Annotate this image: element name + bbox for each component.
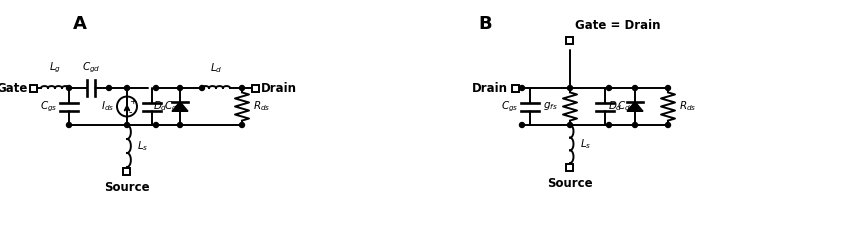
Bar bbox=[123, 168, 131, 175]
Circle shape bbox=[178, 123, 183, 127]
Circle shape bbox=[66, 123, 71, 127]
Text: Source: Source bbox=[105, 181, 150, 194]
Text: $g_{fs}$: $g_{fs}$ bbox=[543, 100, 558, 113]
Text: Drain: Drain bbox=[472, 82, 508, 95]
Circle shape bbox=[66, 86, 71, 90]
Circle shape bbox=[607, 86, 611, 90]
Circle shape bbox=[154, 86, 158, 90]
Text: $C_{gs}$: $C_{gs}$ bbox=[39, 99, 57, 114]
Text: +: + bbox=[129, 97, 137, 106]
Text: Source: Source bbox=[547, 177, 592, 190]
Text: $C_{ds}$: $C_{ds}$ bbox=[617, 99, 634, 113]
Circle shape bbox=[632, 123, 638, 127]
Text: Drain: Drain bbox=[261, 82, 297, 95]
Text: $C_{ds}$: $C_{ds}$ bbox=[164, 99, 182, 113]
Text: $R_{ds}$: $R_{ds}$ bbox=[253, 99, 270, 113]
Circle shape bbox=[178, 86, 183, 90]
Text: Gate = Drain: Gate = Drain bbox=[575, 19, 660, 32]
Circle shape bbox=[666, 86, 671, 90]
Circle shape bbox=[240, 86, 245, 90]
Circle shape bbox=[240, 123, 245, 127]
Circle shape bbox=[607, 123, 611, 127]
Text: $L_g$: $L_g$ bbox=[49, 61, 61, 75]
Text: -: - bbox=[129, 107, 133, 117]
Polygon shape bbox=[627, 102, 643, 111]
Circle shape bbox=[124, 86, 129, 90]
Circle shape bbox=[154, 123, 158, 127]
Circle shape bbox=[106, 86, 111, 90]
Polygon shape bbox=[172, 102, 188, 111]
Text: $C_{gd}$: $C_{gd}$ bbox=[82, 61, 100, 75]
Bar bbox=[513, 85, 519, 92]
Text: B: B bbox=[479, 15, 492, 33]
Text: $L_s$: $L_s$ bbox=[137, 139, 149, 153]
Circle shape bbox=[568, 123, 573, 127]
Circle shape bbox=[519, 86, 524, 90]
Circle shape bbox=[632, 86, 638, 90]
Text: A: A bbox=[73, 15, 87, 33]
Text: $L_s$: $L_s$ bbox=[580, 137, 592, 151]
Circle shape bbox=[568, 86, 573, 90]
Text: $C_{gs}$: $C_{gs}$ bbox=[501, 99, 518, 114]
Text: $R_{ds}$: $R_{ds}$ bbox=[679, 99, 696, 113]
Circle shape bbox=[200, 86, 205, 90]
Text: $L_d$: $L_d$ bbox=[210, 61, 222, 75]
Circle shape bbox=[666, 123, 671, 127]
Text: $D_d$: $D_d$ bbox=[153, 99, 168, 113]
Bar bbox=[566, 37, 574, 44]
Text: $D_d$: $D_d$ bbox=[609, 99, 623, 113]
Circle shape bbox=[519, 123, 524, 127]
Circle shape bbox=[124, 123, 129, 127]
Bar bbox=[252, 85, 259, 92]
Text: $I_{ds}$: $I_{ds}$ bbox=[100, 99, 114, 113]
Bar bbox=[566, 164, 574, 171]
Bar bbox=[30, 85, 37, 92]
Text: Gate: Gate bbox=[0, 82, 28, 95]
